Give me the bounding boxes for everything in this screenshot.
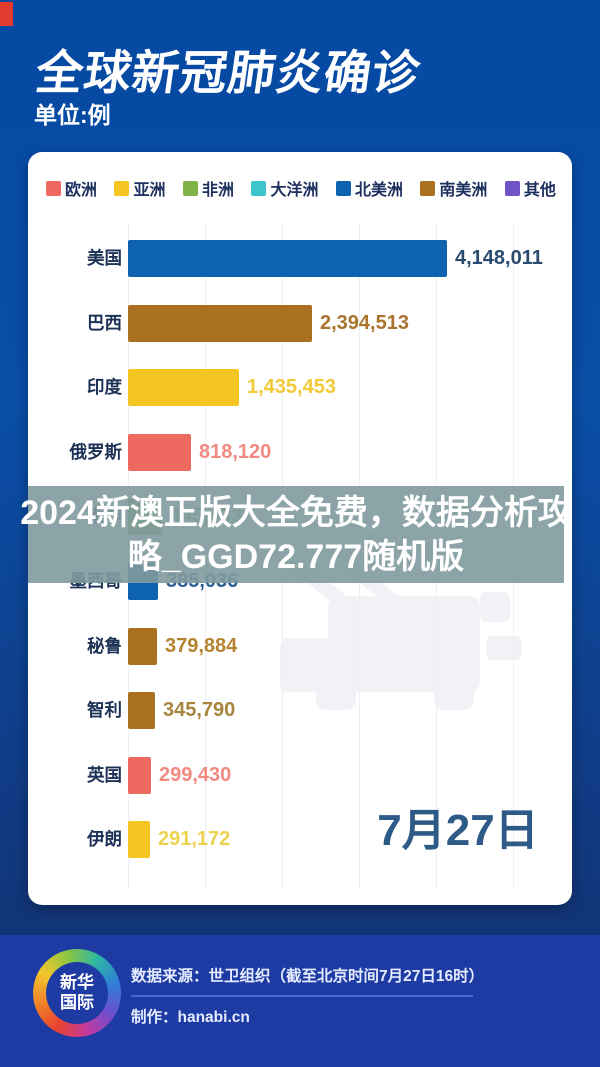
data-source-text: 数据来源：世卫组织（截至北京时间7月27日16时） [131,968,485,985]
chart-row: 智利 345,790 [28,691,572,729]
chart-row: 秘鲁 379,884 [28,627,572,665]
legend-item: 北美洲 [335,176,403,200]
value-label: 379,884 [165,635,238,657]
legend-label: 非洲 [201,182,234,199]
chart-row: 伊朗 291,172 [28,820,572,858]
chart-row: 巴西 2,394,513 [28,304,572,342]
legend-swatch [251,180,267,196]
legend-label: 北美洲 [354,182,403,199]
legend-item: 亚洲 [114,176,166,200]
legend-item: 其他 [504,176,556,200]
country-label: 巴西 [87,313,122,333]
bar [128,369,239,406]
ambulance-watermark-icon [28,152,572,905]
country-label: 秘鲁 [87,636,122,656]
legend-swatch [46,180,61,196]
value-label: 291,172 [158,828,231,850]
logo-text: 新华 国际 [46,962,108,1024]
value-label: 818,120 [199,441,272,463]
watermark-overlay-line1: 2024新澳正版大全免费，数据分析攻 [20,493,572,532]
footer: 新华 国际 数据来源：世卫组织（截至北京时间7月27日16时） 制作：hanab… [0,935,600,1067]
chart-row: 俄罗斯 818,120 [28,433,572,471]
legend-swatch [335,180,351,196]
page-title: 全球新冠肺炎确诊 [32,46,425,99]
legend-item: 非洲 [182,176,234,200]
bar [128,434,191,471]
chart-date-label: 7月27日 [377,806,539,855]
value-label: 299,430 [159,764,232,786]
chart-row: 印度 1,435,453 [28,368,572,406]
bar [128,821,150,858]
corner-badge [0,2,13,26]
legend-label: 南美洲 [439,182,488,199]
logo-text-line1: 新华 [60,973,94,993]
country-label: 英国 [87,765,122,785]
country-label: 智利 [87,700,122,720]
country-label: 美国 [87,248,122,268]
legend-label: 大洋洲 [270,182,319,199]
bar [128,628,157,665]
legend-swatch [420,180,436,196]
legend-label: 亚洲 [133,182,166,199]
bar [128,692,155,729]
bar [128,757,151,794]
logo-text-line2: 国际 [60,993,94,1012]
legend-label: 其他 [523,182,556,199]
unit-label: 单位:例 [34,102,111,128]
value-label: 345,790 [163,699,236,721]
xinhua-international-logo: 新华 国际 [33,949,121,1037]
country-label: 印度 [87,377,122,397]
bar [128,305,312,342]
footer-divider [131,995,473,997]
chart-legend: 欧洲 亚洲 非洲 大洋洲 北美洲 南美洲 其他 [46,176,556,200]
country-label: 伊朗 [87,829,122,849]
legend-label: 欧洲 [65,182,98,199]
value-label: 1,435,453 [247,376,336,398]
value-label: 4,148,011 [455,247,543,269]
value-label: 2,394,513 [320,312,409,334]
credit-text: 制作：hanabi.cn [131,1009,250,1026]
legend-item: 欧洲 [46,176,97,200]
bar [128,240,447,277]
country-label: 俄罗斯 [69,442,123,462]
chart-row: 美国 4,148,011 [28,239,572,277]
legend-item: 南美洲 [420,176,487,200]
legend-swatch [182,180,198,196]
legend-swatch [504,180,520,196]
legend-swatch [114,180,130,196]
watermark-overlay-line2: 略_GGD72.777随机版 [127,537,465,576]
legend-item: 大洋洲 [251,176,318,200]
chart-row: 英国 299,430 [28,756,572,794]
watermark-overlay: 2024新澳正版大全免费，数据分析攻 略_GGD72.777随机版 [20,486,572,583]
